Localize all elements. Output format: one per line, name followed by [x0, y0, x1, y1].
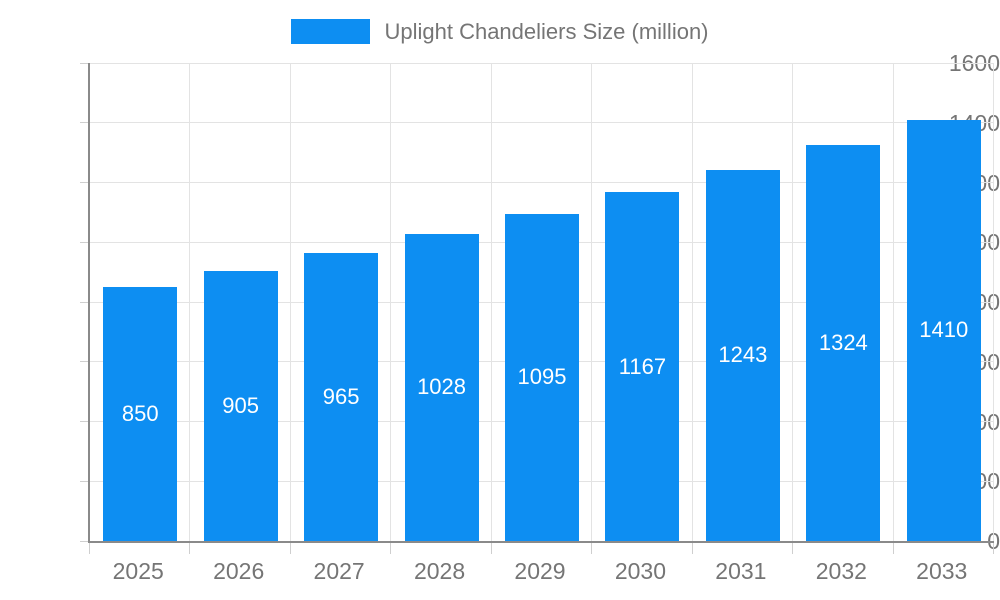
x-gridline	[591, 63, 592, 541]
x-gridline	[189, 63, 190, 541]
y-tick	[80, 241, 88, 243]
x-tick	[993, 543, 994, 554]
x-gridline	[491, 63, 492, 541]
x-tick	[390, 543, 391, 554]
bar-value-label: 1028	[417, 374, 467, 400]
y-tick	[80, 301, 88, 303]
x-tick-label: 2033	[916, 558, 968, 584]
bar-value-label: 1324	[818, 330, 868, 356]
bar	[404, 233, 479, 541]
x-tick-label: 2031	[715, 558, 767, 584]
bar	[906, 119, 981, 541]
bar	[605, 192, 680, 541]
bar-value-label: 1095	[517, 364, 567, 390]
bar	[705, 169, 780, 541]
y-gridline	[90, 62, 994, 64]
bar-value-label: 1243	[718, 342, 768, 368]
y-tick	[80, 182, 88, 183]
y-tick	[80, 480, 88, 482]
x-tick	[189, 543, 190, 554]
bar-value-label: 905	[222, 392, 260, 418]
x-gridline	[390, 63, 391, 541]
y-tick	[80, 361, 88, 363]
bar-value-label: 1167	[618, 353, 667, 379]
bar	[505, 213, 579, 541]
x-tick	[89, 543, 90, 554]
x-tick-label: 2029	[514, 558, 566, 584]
bar	[203, 270, 278, 541]
x-gridline	[993, 63, 994, 541]
x-gridline	[792, 63, 793, 541]
x-tick-label: 2030	[614, 558, 667, 584]
y-gridline	[90, 122, 994, 124]
legend-swatch	[291, 18, 371, 44]
y-tick	[80, 122, 88, 124]
y-tick	[80, 421, 88, 422]
legend-label: Uplight Chandeliers Size (million)	[384, 18, 709, 44]
bar	[304, 252, 379, 541]
bar-value-label: 965	[322, 383, 360, 409]
x-tick-label: 2025	[112, 558, 164, 584]
legend: Uplight Chandeliers Size (million)	[0, 16, 1000, 46]
bar	[806, 145, 881, 541]
y-gridline	[90, 182, 994, 183]
x-tick	[290, 543, 291, 554]
y-tick	[80, 62, 88, 64]
y-tick	[80, 540, 88, 542]
x-tick	[792, 543, 793, 554]
bar	[103, 287, 178, 541]
x-gridline	[692, 63, 693, 541]
plot-area: 850 905 965 1028 1095 1167 1243 1324 1410	[80, 62, 994, 554]
x-tick-label: 2032	[815, 558, 867, 584]
x-tick-label: 2028	[413, 558, 466, 584]
x-tick	[692, 543, 693, 554]
x-tick-label: 2026	[213, 558, 265, 584]
bar-value-label: 1410	[919, 317, 969, 343]
x-tick	[893, 543, 894, 554]
bar-value-label: 850	[121, 401, 159, 427]
x-tick	[491, 543, 492, 554]
x-gridline	[893, 63, 894, 541]
x-tick	[591, 543, 592, 554]
x-gridline	[290, 63, 291, 541]
x-tick-label: 2027	[313, 558, 365, 584]
